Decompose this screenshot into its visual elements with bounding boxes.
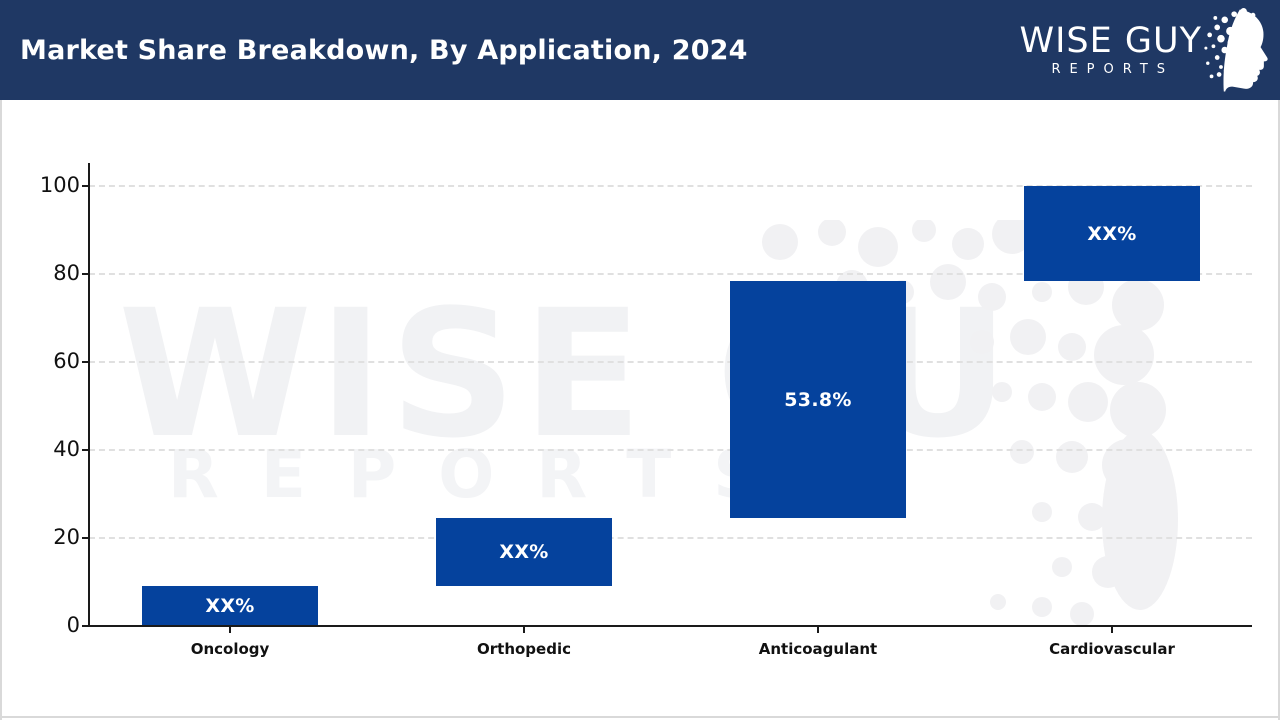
gridline-80 bbox=[89, 273, 1252, 275]
wise-guy-reports-logo: WISE GUY REPORTS bbox=[1019, 6, 1280, 94]
bar-value-label: XX% bbox=[205, 594, 255, 617]
frame-border-right bbox=[1278, 100, 1280, 720]
gridline-20 bbox=[89, 537, 1252, 539]
bar-orthopedic: XX% bbox=[436, 518, 612, 586]
x-category-label-orthopedic: Orthopedic bbox=[477, 640, 571, 658]
y-tick-label-80: 80 bbox=[53, 261, 80, 285]
y-tick-label-60: 60 bbox=[53, 349, 80, 373]
y-tick-40 bbox=[82, 449, 89, 451]
frame-border-left bbox=[0, 100, 2, 720]
watermark-subtitle: REPORTS bbox=[168, 436, 803, 513]
y-tick-label-0: 0 bbox=[66, 613, 80, 637]
x-tick-anticoagulant bbox=[817, 627, 819, 633]
bar-anticoagulant: 53.8% bbox=[730, 281, 906, 519]
x-tick-oncology bbox=[229, 627, 231, 633]
x-category-label-anticoagulant: Anticoagulant bbox=[758, 640, 878, 658]
bar-oncology: XX% bbox=[142, 585, 318, 626]
x-category-label-cardiovascular: Cardiovascular bbox=[1049, 640, 1175, 658]
y-tick-100 bbox=[82, 185, 89, 187]
logo-text: WISE GUY REPORTS bbox=[1019, 20, 1202, 77]
y-tick-60 bbox=[82, 361, 89, 363]
logo-subtitle: REPORTS bbox=[1051, 61, 1175, 77]
header-band: Market Share Breakdown, By Application, … bbox=[0, 0, 1280, 100]
bar-value-label: XX% bbox=[499, 541, 549, 564]
bar-value-label: XX% bbox=[1087, 222, 1137, 245]
x-tick-cardiovascular bbox=[1111, 627, 1113, 633]
y-tick-label-40: 40 bbox=[53, 437, 80, 461]
x-category-label-oncology: Oncology bbox=[190, 640, 270, 658]
y-tick-label-20: 20 bbox=[53, 525, 80, 549]
gridline-40 bbox=[89, 449, 1252, 451]
y-tick-0 bbox=[82, 625, 89, 627]
x-axis-spine bbox=[88, 625, 1252, 627]
page-title: Market Share Breakdown, By Application, … bbox=[20, 34, 748, 66]
bar-cardiovascular: XX% bbox=[1024, 186, 1200, 282]
gridline-60 bbox=[89, 361, 1252, 363]
dotted-head-profile-icon bbox=[1204, 8, 1268, 92]
y-tick-20 bbox=[82, 537, 89, 539]
y-tick-80 bbox=[82, 273, 89, 275]
bar-value-label: 53.8% bbox=[784, 388, 852, 411]
frame-border-bottom bbox=[0, 716, 1280, 718]
x-tick-orthopedic bbox=[523, 627, 525, 633]
y-axis-spine bbox=[88, 163, 90, 627]
y-tick-label-100: 100 bbox=[39, 173, 80, 197]
gridline-100 bbox=[89, 185, 1252, 187]
logo-wordmark: WISE GUY bbox=[1019, 20, 1202, 61]
